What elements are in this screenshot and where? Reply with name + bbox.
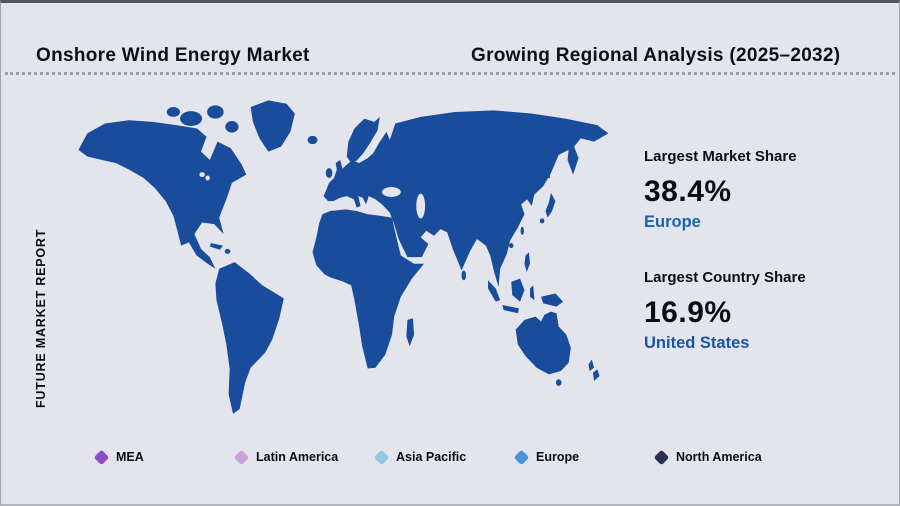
- world-map-svg: [78, 100, 609, 414]
- legend-item-mea: MEA: [93, 449, 144, 465]
- legend-item-north-america: North America: [653, 449, 762, 465]
- country-share-value: 16.9%: [644, 296, 732, 329]
- latin-america-diamond-icon: [233, 449, 250, 465]
- legend-label: Latin America: [256, 450, 339, 464]
- europe-diamond-icon: [513, 449, 530, 465]
- country-share-region: United States: [644, 334, 750, 352]
- legend-label: North America: [676, 450, 762, 464]
- asia-pacific-diamond-icon: [373, 449, 390, 465]
- brand-vertical-label: FUTURE MARKET REPORT: [34, 228, 48, 408]
- legend-item-europe: Europe: [513, 449, 580, 465]
- dotted-divider: [5, 72, 895, 75]
- legend-item-latin-america: Latin America: [233, 449, 339, 465]
- legend-label: Europe: [536, 450, 580, 464]
- map-legend: MEA Latin America Asia Pacific Europe No…: [1, 449, 899, 470]
- north-america-diamond-icon: [653, 449, 670, 465]
- mea-diamond-icon: [93, 449, 110, 465]
- market-share-region: Europe: [644, 213, 701, 231]
- page-subtitle: Growing Regional Analysis (2025–2032): [471, 45, 841, 66]
- country-share-label: Largest Country Share: [644, 269, 806, 286]
- world-map: [63, 93, 615, 423]
- market-share-value: 38.4%: [644, 175, 732, 208]
- market-share-label: Largest Market Share: [644, 148, 797, 165]
- page-title: Onshore Wind Energy Market: [36, 45, 310, 66]
- legend-label: MEA: [116, 450, 144, 464]
- legend-label: Asia Pacific: [396, 450, 467, 464]
- legend-item-asia-pacific: Asia Pacific: [373, 449, 467, 465]
